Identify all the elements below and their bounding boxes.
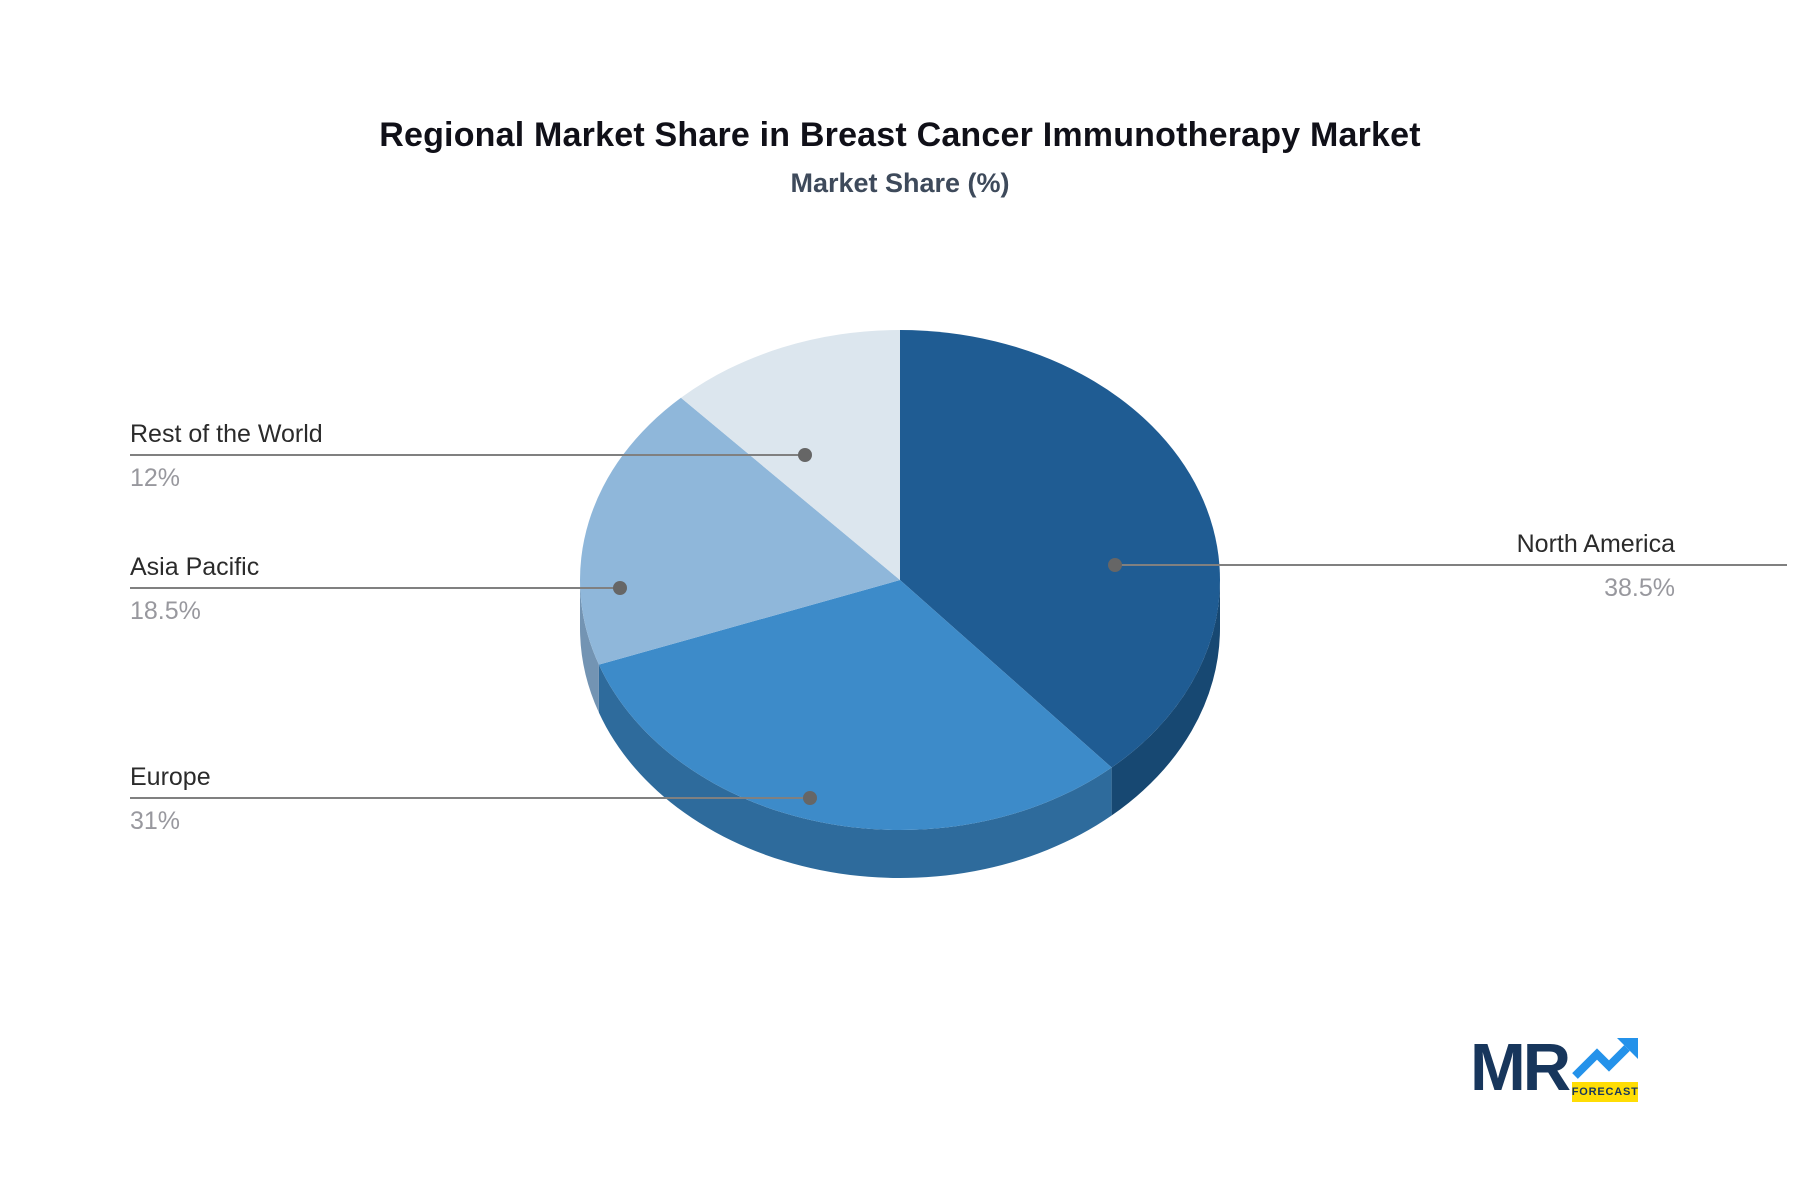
slice-value-europe: 31% — [130, 807, 181, 835]
slice-label-europe: Europe — [130, 763, 211, 791]
slice-value-rest-of-the-world: 12% — [130, 464, 181, 492]
leader-dot-asia-pacific — [613, 581, 627, 595]
leader-dot-rest-of-the-world — [798, 448, 812, 462]
slice-value-asia-pacific: 18.5% — [130, 597, 201, 625]
leader-lines — [130, 448, 1787, 805]
pie-slice-asia-pacific[interactable] — [579, 397, 900, 665]
trend-arrow-icon — [1572, 1038, 1639, 1079]
pie-slice-side-europe — [598, 664, 1112, 878]
pie-slice-side-north-america — [1111, 580, 1220, 816]
pie-slice-side-asia-pacific — [580, 580, 599, 713]
slice-label-asia-pacific: Asia Pacific — [130, 553, 260, 581]
logo-forecast-badge: FORECAST — [1572, 1082, 1639, 1102]
logo-mr-text: MR — [1470, 1030, 1571, 1105]
chart-subtitle: Market Share (%) — [790, 168, 1010, 198]
pie-top-slices — [579, 330, 1220, 830]
pie-slice-europe[interactable] — [598, 580, 1112, 830]
pie-side-walls — [580, 580, 1220, 878]
chart-title: Regional Market Share in Breast Cancer I… — [379, 116, 1421, 154]
pie-slice-north-america[interactable] — [900, 330, 1220, 768]
slice-value-north-america: 38.5% — [1604, 574, 1675, 602]
leader-dot-europe — [803, 791, 817, 805]
slice-label-north-america: North America — [1516, 530, 1675, 558]
mr-forecast-logo: MR FORECAST — [1470, 1030, 1639, 1105]
slice-label-rest-of-the-world: Rest of the World — [130, 420, 323, 448]
leader-dot-north-america — [1108, 558, 1122, 572]
